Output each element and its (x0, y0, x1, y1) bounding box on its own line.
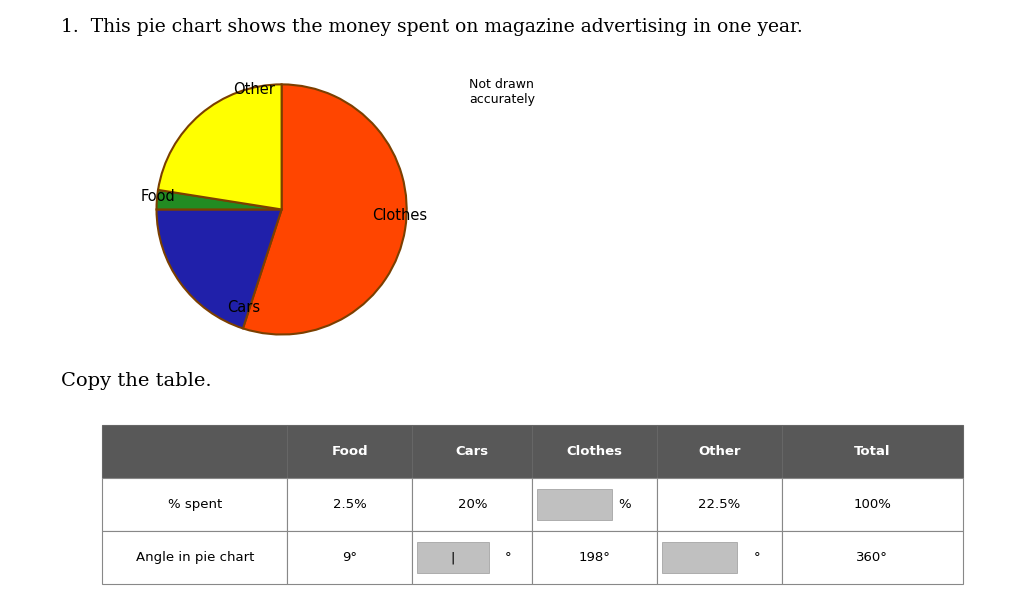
Text: Other: Other (698, 445, 740, 458)
Wedge shape (243, 84, 407, 335)
Bar (417, 542, 489, 573)
Text: 360°: 360° (856, 551, 888, 564)
Text: %: % (618, 498, 631, 511)
Text: Not drawn
accurately: Not drawn accurately (469, 78, 536, 106)
Wedge shape (158, 84, 282, 209)
Text: 20%: 20% (458, 498, 487, 511)
Text: Other: Other (233, 82, 275, 97)
Text: Copy the table.: Copy the table. (61, 372, 212, 390)
Bar (657, 531, 782, 584)
Text: 1.  This pie chart shows the money spent on magazine advertising in one year.: 1. This pie chart shows the money spent … (61, 18, 803, 36)
Bar (412, 478, 532, 531)
Text: °: ° (505, 551, 512, 564)
Text: Cars: Cars (456, 445, 488, 458)
Text: 22.5%: 22.5% (698, 498, 740, 511)
Text: 198°: 198° (579, 551, 610, 564)
Text: Clothes: Clothes (372, 208, 427, 223)
Text: °: ° (754, 551, 760, 564)
Text: Food: Food (332, 445, 368, 458)
Bar (782, 478, 963, 531)
Bar (663, 542, 737, 573)
Text: Total: Total (854, 445, 891, 458)
Wedge shape (157, 209, 282, 329)
Text: 2.5%: 2.5% (333, 498, 367, 511)
Bar (532, 531, 657, 584)
Text: Clothes: Clothes (567, 445, 623, 458)
Bar (102, 531, 288, 584)
Bar (657, 425, 782, 478)
Bar (782, 425, 963, 478)
Bar (288, 425, 412, 478)
Text: Angle in pie chart: Angle in pie chart (135, 551, 254, 564)
Wedge shape (157, 190, 282, 209)
Bar (102, 425, 288, 478)
Text: % spent: % spent (168, 498, 222, 511)
Bar (288, 531, 412, 584)
Bar (288, 478, 412, 531)
Text: |: | (451, 551, 456, 564)
Text: 9°: 9° (342, 551, 357, 564)
Bar (782, 531, 963, 584)
Bar (412, 425, 532, 478)
Text: 100%: 100% (853, 498, 891, 511)
Text: Cars: Cars (227, 300, 261, 314)
Bar (538, 489, 612, 520)
Bar (657, 478, 782, 531)
Bar (532, 478, 657, 531)
Bar (412, 531, 532, 584)
Text: Food: Food (140, 189, 175, 205)
Bar (102, 478, 288, 531)
Bar (532, 425, 657, 478)
